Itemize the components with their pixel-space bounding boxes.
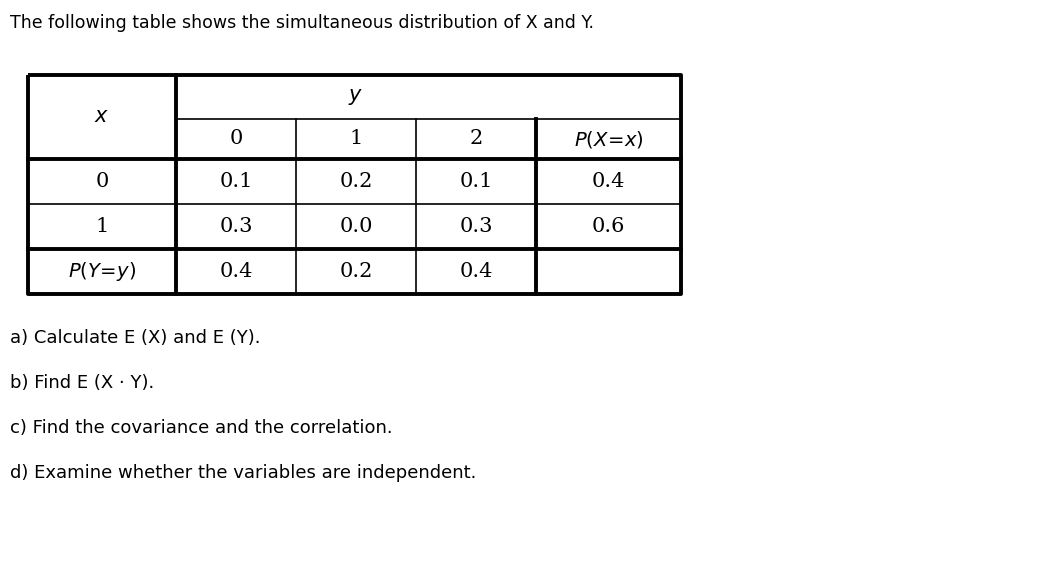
Text: 2: 2	[470, 130, 482, 148]
Text: 0: 0	[229, 130, 243, 148]
Text: 0.1: 0.1	[219, 172, 253, 191]
Text: a) Calculate E (X) and E (Y).: a) Calculate E (X) and E (Y).	[10, 329, 260, 347]
Text: 0.2: 0.2	[339, 172, 372, 191]
Text: 0.3: 0.3	[219, 217, 253, 236]
Text: $P(X\!=\!x)$: $P(X\!=\!x)$	[573, 128, 643, 150]
Text: d) Examine whether the variables are independent.: d) Examine whether the variables are ind…	[10, 464, 476, 482]
Text: 1: 1	[349, 130, 363, 148]
Text: b) Find E (X · Y).: b) Find E (X · Y).	[10, 374, 155, 392]
Text: $P(Y\!=\!y)$: $P(Y\!=\!y)$	[67, 260, 136, 283]
Text: 0.6: 0.6	[592, 217, 625, 236]
Text: 0.4: 0.4	[459, 262, 493, 281]
Text: $x$: $x$	[94, 107, 110, 127]
Text: 0.1: 0.1	[459, 172, 493, 191]
Text: $y$: $y$	[348, 87, 364, 107]
Text: 0.2: 0.2	[339, 262, 372, 281]
Text: The following table shows the simultaneous distribution of X and Y.: The following table shows the simultaneo…	[10, 14, 594, 32]
Text: 1: 1	[95, 217, 109, 236]
Text: c) Find the covariance and the correlation.: c) Find the covariance and the correlati…	[10, 419, 393, 437]
Text: 0.4: 0.4	[592, 172, 625, 191]
Text: 0.3: 0.3	[459, 217, 493, 236]
Text: 0.0: 0.0	[339, 217, 372, 236]
Text: 0.4: 0.4	[219, 262, 253, 281]
Text: 0: 0	[95, 172, 109, 191]
